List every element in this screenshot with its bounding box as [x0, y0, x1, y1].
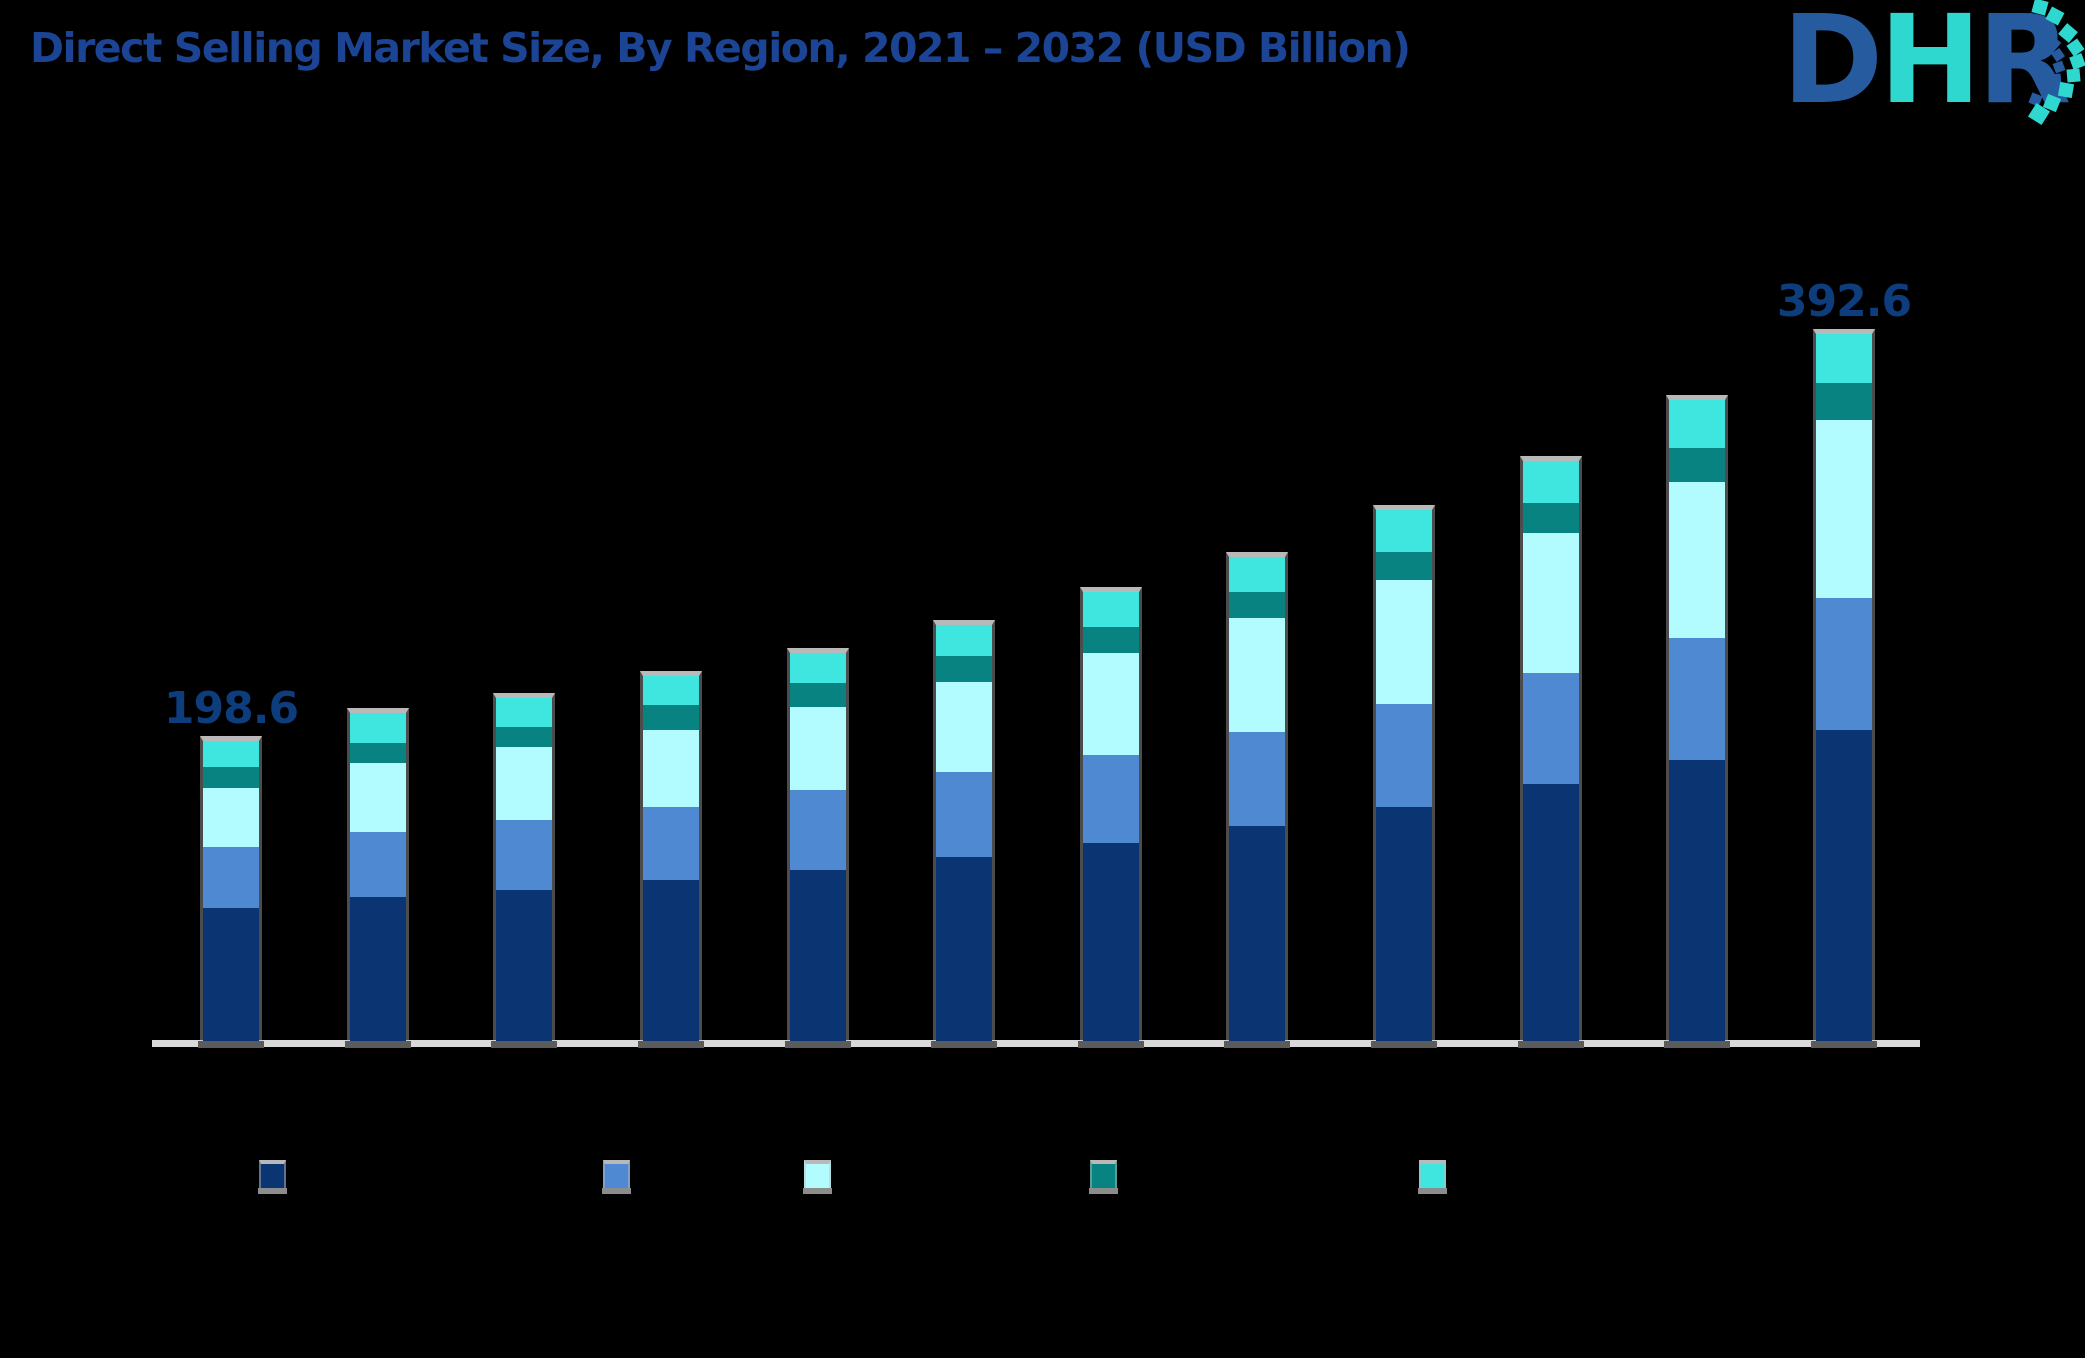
- segment-dark-teal-2028: [1229, 592, 1285, 618]
- segment-medium-blue-2022: [350, 832, 406, 897]
- segment-navy-2031: [1669, 760, 1725, 1042]
- segment-turquoise-2028: [1229, 557, 1285, 592]
- segment-navy-2032: [1816, 730, 1872, 1042]
- legend-swatch-3: [803, 1160, 832, 1194]
- x-axis-line: [152, 1040, 1920, 1047]
- segment-turquoise-2032: [1816, 334, 1872, 383]
- segment-pale-cyan-2024: [643, 730, 699, 807]
- segment-turquoise-2031: [1669, 400, 1725, 448]
- legend-swatch-2: [602, 1160, 631, 1194]
- segment-turquoise-2029: [1376, 510, 1432, 552]
- segment-dark-teal-2024: [643, 705, 699, 730]
- segment-navy-2029: [1376, 807, 1432, 1042]
- segment-navy-2028: [1229, 826, 1285, 1042]
- segment-dark-teal-2022: [350, 743, 406, 763]
- segment-dark-teal-2030: [1523, 503, 1579, 533]
- segment-pale-cyan-2025: [790, 707, 846, 790]
- dhr-logo: DHR: [1782, 0, 2085, 150]
- segment-navy-2023: [496, 890, 552, 1042]
- segment-medium-blue-2023: [496, 820, 552, 890]
- segment-navy-2024: [643, 880, 699, 1042]
- segment-turquoise-2027: [1083, 592, 1139, 627]
- legend-swatch-4: [1089, 1160, 1118, 1194]
- bar-2027: [1078, 587, 1144, 1048]
- bar-2023: [491, 693, 557, 1048]
- segment-pale-cyan-2032: [1816, 420, 1872, 598]
- segment-navy-2025: [790, 870, 846, 1042]
- segment-pale-cyan-2022: [350, 763, 406, 832]
- legend-swatch-1: [258, 1160, 287, 1194]
- segment-dark-teal-2021: [203, 767, 259, 788]
- segment-medium-blue-2030: [1523, 673, 1579, 784]
- segment-pale-cyan-2028: [1229, 618, 1285, 732]
- segment-turquoise-2022: [350, 713, 406, 743]
- segment-turquoise-2026: [936, 625, 992, 656]
- segment-medium-blue-2029: [1376, 704, 1432, 807]
- segment-medium-blue-2024: [643, 807, 699, 880]
- segment-turquoise-2025: [790, 653, 846, 683]
- segment-navy-2027: [1083, 843, 1139, 1042]
- value-label-2021: 198.6: [163, 683, 299, 734]
- segment-dark-teal-2025: [790, 683, 846, 707]
- segment-medium-blue-2028: [1229, 732, 1285, 826]
- bar-2029: [1371, 505, 1437, 1048]
- segment-dark-teal-2029: [1376, 552, 1432, 580]
- segment-pale-cyan-2031: [1669, 482, 1725, 638]
- segment-pale-cyan-2026: [936, 682, 992, 772]
- bar-2032: [1811, 329, 1877, 1048]
- segment-navy-2021: [203, 908, 259, 1042]
- segment-dark-teal-2032: [1816, 383, 1872, 420]
- segment-dark-teal-2027: [1083, 627, 1139, 653]
- segment-turquoise-2030: [1523, 461, 1579, 503]
- segment-dark-teal-2023: [496, 727, 552, 747]
- segment-pale-cyan-2030: [1523, 533, 1579, 673]
- bar-2030: [1518, 456, 1584, 1048]
- bar-2025: [785, 648, 851, 1048]
- bar-2026: [931, 620, 997, 1048]
- bar-2028: [1224, 552, 1290, 1048]
- segment-medium-blue-2032: [1816, 598, 1872, 730]
- segment-turquoise-2021: [203, 741, 259, 767]
- bar-2024: [638, 671, 704, 1048]
- bar-2022: [345, 708, 411, 1048]
- value-label-2032: 392.6: [1776, 276, 1912, 327]
- segment-dark-teal-2026: [936, 656, 992, 682]
- segment-pale-cyan-2023: [496, 747, 552, 820]
- bar-2031: [1664, 395, 1730, 1048]
- segment-pale-cyan-2027: [1083, 653, 1139, 755]
- segment-pale-cyan-2021: [203, 788, 259, 847]
- legend-swatch-5: [1418, 1160, 1447, 1194]
- segment-turquoise-2023: [496, 698, 552, 727]
- segment-navy-2026: [936, 857, 992, 1042]
- logo-letter-h: H: [1879, 0, 1981, 131]
- segment-pale-cyan-2029: [1376, 580, 1432, 704]
- segment-medium-blue-2026: [936, 772, 992, 857]
- segment-medium-blue-2027: [1083, 755, 1139, 843]
- segment-medium-blue-2031: [1669, 638, 1725, 760]
- segment-turquoise-2024: [643, 676, 699, 705]
- bar-2021: [198, 736, 264, 1048]
- chart-title: Direct Selling Market Size, By Region, 2…: [30, 24, 1411, 72]
- segment-navy-2030: [1523, 784, 1579, 1042]
- segment-medium-blue-2025: [790, 790, 846, 870]
- segment-dark-teal-2031: [1669, 448, 1725, 482]
- logo-letter-d: D: [1782, 0, 1883, 131]
- segment-medium-blue-2021: [203, 847, 259, 908]
- segment-navy-2022: [350, 897, 406, 1042]
